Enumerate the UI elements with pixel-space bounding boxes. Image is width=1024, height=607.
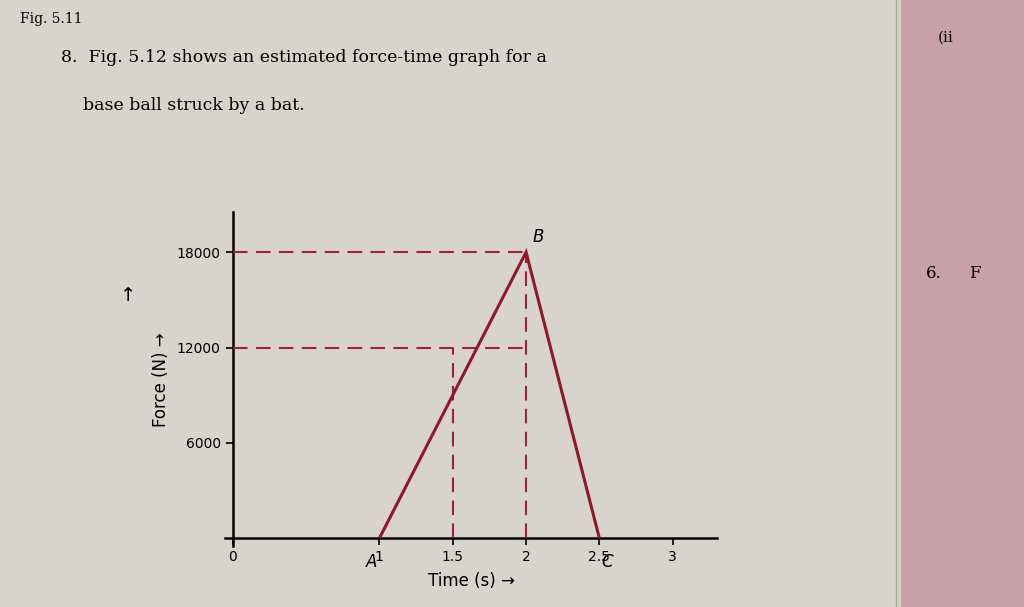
Text: base ball struck by a bat.: base ball struck by a bat. [61, 97, 305, 114]
Y-axis label: Force (N) →: Force (N) → [152, 332, 170, 427]
Text: B: B [532, 228, 544, 246]
Text: (ii: (ii [938, 30, 953, 44]
Text: C: C [601, 552, 612, 571]
Text: A: A [367, 552, 378, 571]
X-axis label: Time (s) →: Time (s) → [428, 572, 514, 591]
Text: F: F [969, 265, 980, 282]
Text: 8.  Fig. 5.12 shows an estimated force-time graph for a: 8. Fig. 5.12 shows an estimated force-ti… [61, 49, 547, 66]
Text: Fig. 5.11: Fig. 5.11 [20, 12, 83, 26]
Text: 6.: 6. [926, 265, 941, 282]
Text: ↑: ↑ [120, 287, 136, 305]
